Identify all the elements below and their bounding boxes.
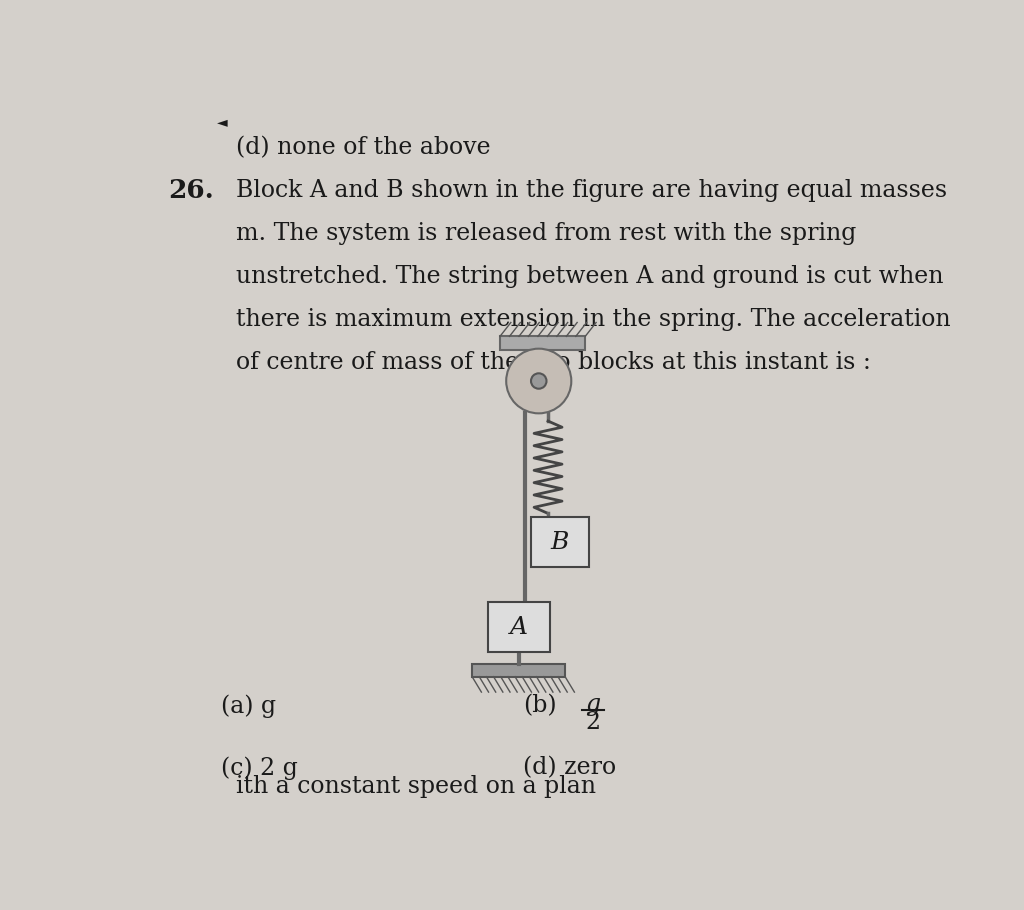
Text: A: A bbox=[510, 615, 527, 639]
Text: (d) zero: (d) zero bbox=[523, 756, 616, 779]
Text: (b): (b) bbox=[523, 694, 557, 717]
Circle shape bbox=[506, 349, 571, 413]
Bar bbox=[472, 664, 565, 677]
Text: (a) g: (a) g bbox=[221, 694, 276, 718]
Text: Block A and B shown in the figure are having equal masses: Block A and B shown in the figure are ha… bbox=[237, 178, 947, 201]
Text: (d) none of the above: (d) none of the above bbox=[237, 136, 492, 159]
Text: B: B bbox=[551, 531, 569, 554]
Bar bbox=[530, 517, 589, 567]
Text: unstretched. The string between A and ground is cut when: unstretched. The string between A and gr… bbox=[237, 265, 944, 288]
Bar bbox=[487, 602, 550, 652]
Text: 26.: 26. bbox=[168, 178, 214, 204]
Text: there is maximum extension in the spring. The acceleration: there is maximum extension in the spring… bbox=[237, 308, 951, 331]
Text: (c) 2 g: (c) 2 g bbox=[221, 756, 298, 780]
Circle shape bbox=[531, 373, 547, 389]
Text: of centre of mass of the two blocks at this instant is :: of centre of mass of the two blocks at t… bbox=[237, 351, 871, 374]
Text: ith a constant speed on a plan: ith a constant speed on a plan bbox=[237, 775, 597, 798]
Text: g: g bbox=[586, 693, 600, 716]
Text: m. The system is released from rest with the spring: m. The system is released from rest with… bbox=[237, 222, 857, 245]
Text: 2: 2 bbox=[586, 711, 600, 733]
Text: ◄: ◄ bbox=[217, 116, 227, 129]
Bar bbox=[500, 337, 586, 350]
